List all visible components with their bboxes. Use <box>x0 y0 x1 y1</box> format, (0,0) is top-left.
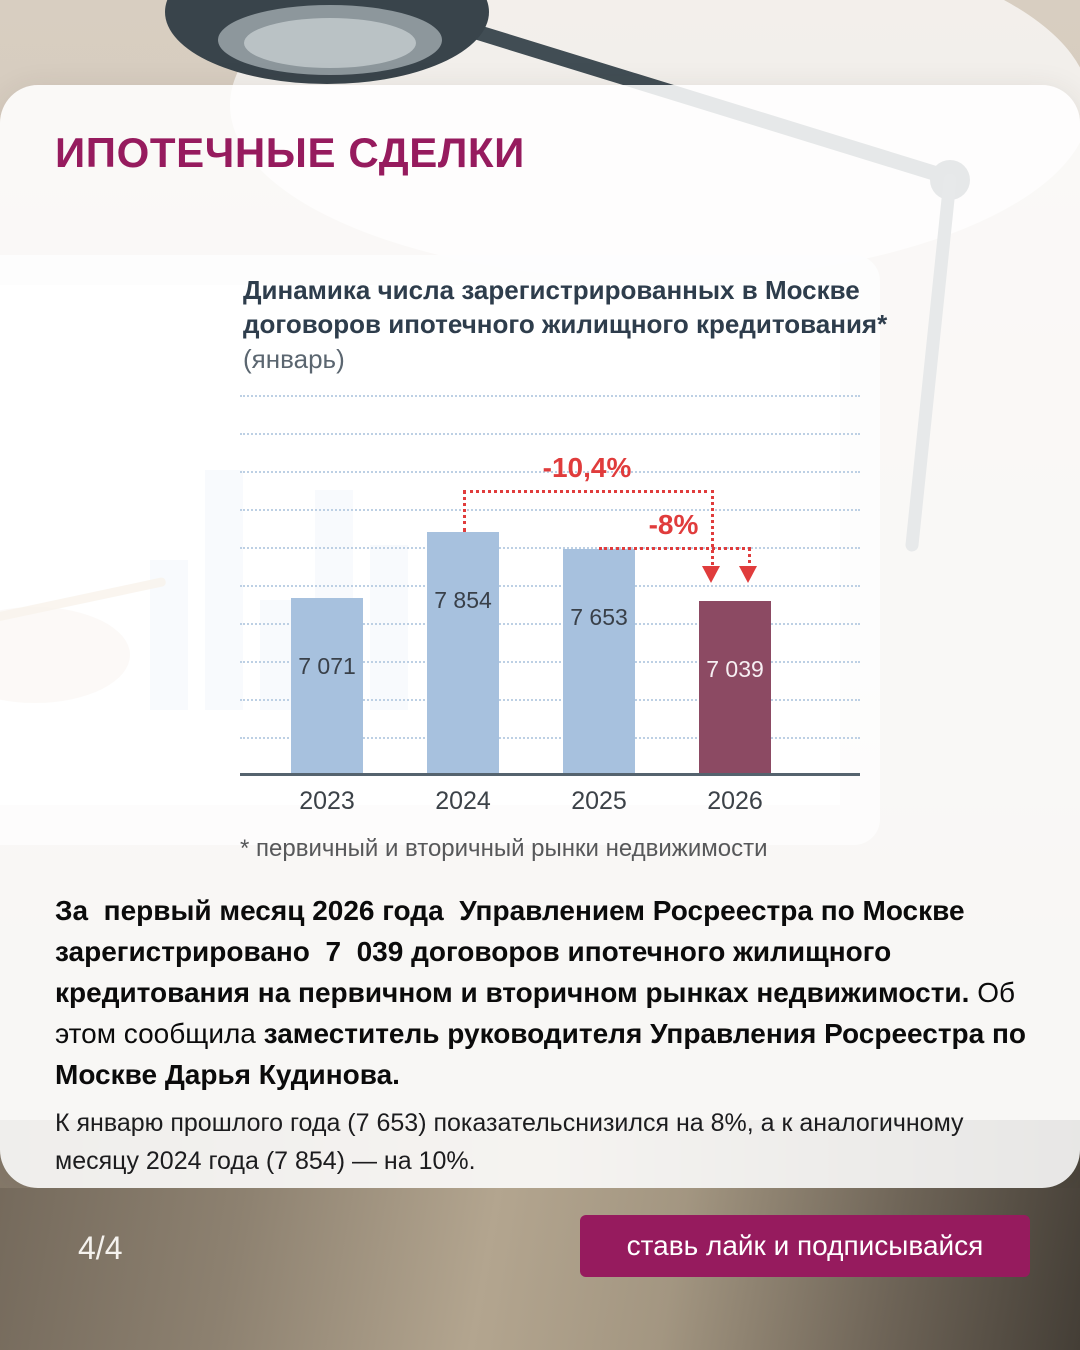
annotation-bracket <box>599 547 751 571</box>
annotation-label: -10,4% <box>542 452 632 483</box>
gridline <box>240 509 860 511</box>
annotation-bracket-drop <box>463 490 466 532</box>
x-axis-label: 2025 <box>571 787 627 815</box>
down-arrow-icon <box>739 566 757 583</box>
x-axis-baseline <box>240 773 860 776</box>
gridline <box>240 433 860 435</box>
annotation-label: -8% <box>648 509 699 540</box>
gridline <box>240 699 860 701</box>
x-axis-label: 2023 <box>299 787 355 815</box>
bar-value-label: 7 653 <box>570 604 628 630</box>
chart-plot-area: 7 071 2023 7 854 2024 7 653 2025 7 039 2026 -10,… <box>240 390 860 815</box>
page-indicator: 4/4 <box>78 1230 123 1266</box>
gridline <box>240 395 860 397</box>
page-title: ИПОТЕЧНЫЕ СДЕЛКИ <box>55 129 525 176</box>
content-card: ИПОТЕЧНЫЕ СДЕЛКИ Динамика числа зарегист… <box>0 85 1080 1188</box>
chart-title-line2: договоров ипотечного жилищного кредитова… <box>243 309 888 340</box>
gridline <box>240 585 860 587</box>
footer: 4/4 ставь лайк и подписывайся <box>0 1188 1080 1350</box>
x-axis-label: 2024 <box>435 787 491 815</box>
chart-title: Динамика числа зарегистрированных в Моск… <box>243 273 887 376</box>
main-text-part3: заместитель руководителя Управления Роср… <box>55 1017 1034 1090</box>
bar-2023 <box>291 598 363 773</box>
chart-subtitle: (январь) <box>243 343 345 374</box>
gridline <box>240 623 860 625</box>
bar-2024 <box>427 532 499 773</box>
cta-button[interactable]: ставь лайк и подписывайся <box>580 1215 1030 1277</box>
bar-2025 <box>563 549 635 773</box>
bar-value-label: 7 854 <box>434 587 492 613</box>
chart-title-line1: Динамика числа зарегистрированных в Моск… <box>243 275 860 305</box>
annotation-bracket <box>463 490 714 571</box>
gridline <box>240 547 860 549</box>
chart-footnote: * первичный и вторичный рынки недвижимос… <box>240 835 768 862</box>
gridline <box>240 737 860 739</box>
down-arrow-icon <box>702 566 720 583</box>
bar-value-label: 7 039 <box>706 656 764 682</box>
main-text-part2: Об этом сообщила <box>55 976 1023 1049</box>
body-paragraph-secondary: К январю прошлого года (7 653) показател… <box>55 1109 964 1175</box>
bar-value-label: 7 071 <box>298 653 356 679</box>
main-text-part1: За первый месяц 2026 года Управлением Ро… <box>55 895 978 1008</box>
bar-2026 <box>699 601 771 773</box>
body-paragraph-main: За первый месяц 2026 года Управлением Ро… <box>55 891 1033 1095</box>
gridline <box>240 661 860 663</box>
gridline <box>240 471 860 473</box>
x-axis-label: 2026 <box>707 787 763 815</box>
